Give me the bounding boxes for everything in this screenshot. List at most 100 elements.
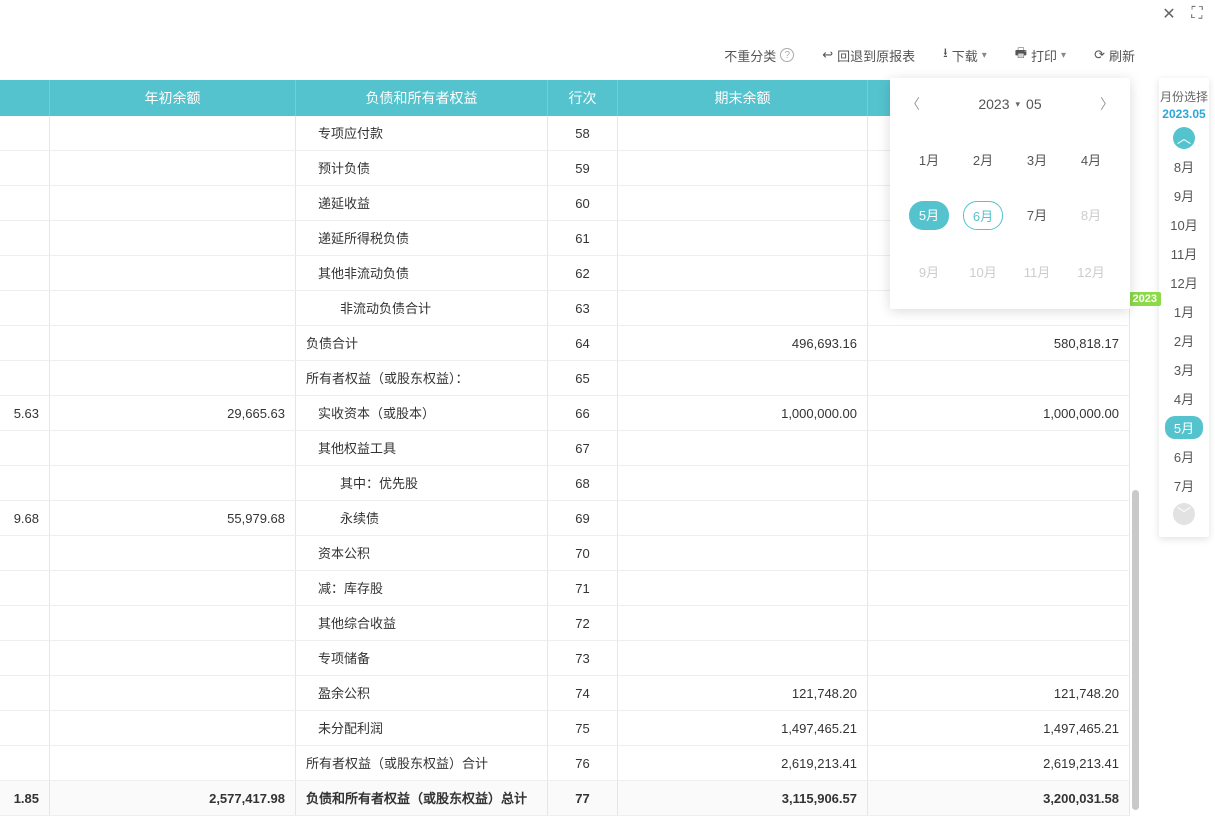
cell-line-no: 69 — [548, 501, 618, 535]
year-month-display[interactable]: 2023 ▾ 05 — [978, 96, 1041, 112]
year-badge: 2023 — [1129, 292, 1161, 306]
refresh-button[interactable]: ⟳ 刷新 — [1094, 46, 1135, 65]
table-row[interactable]: 资本公积70 — [0, 536, 1130, 571]
cell-year-begin: 55,979.68 — [50, 501, 296, 535]
cell-year-begin — [50, 711, 296, 745]
cell-item-name: 其他权益工具 — [296, 431, 548, 465]
print-button[interactable]: 🖶 打印 ▾ — [1015, 44, 1066, 66]
scroll-down-button[interactable]: ﹀ — [1173, 503, 1195, 525]
month-option[interactable]: 2月 — [956, 146, 1010, 173]
sidebar-month-item[interactable]: 2月 — [1159, 329, 1209, 352]
cell-partial — [0, 571, 50, 605]
month-option[interactable]: 5月 — [909, 201, 949, 230]
cell-partial — [0, 431, 50, 465]
cell-period-end — [618, 291, 868, 325]
cell-item-name: 递延所得税负债 — [296, 221, 548, 255]
scrollbar-thumb[interactable] — [1132, 490, 1139, 810]
cell-period-end: 496,693.16 — [618, 326, 868, 360]
cell-line-no: 70 — [548, 536, 618, 570]
sidebar-month-item[interactable]: 10月 — [1159, 213, 1209, 236]
cell-year-begin — [50, 221, 296, 255]
cell-year-begin — [50, 536, 296, 570]
cell-item-name: 盈余公积 — [296, 676, 548, 710]
cell-item-name: 专项储备 — [296, 641, 548, 675]
cell-year-begin: 29,665.63 — [50, 396, 296, 430]
month-option[interactable]: 4月 — [1064, 146, 1118, 173]
table-row[interactable]: 盈余公积74121,748.20121,748.20 — [0, 676, 1130, 711]
cell-last — [868, 606, 1130, 640]
toolbar: 不重分类 ? ↩ 回退到原报表 ⭳ 下载 ▾ 🖶 打印 ▾ ⟳ 刷新 — [724, 44, 1135, 66]
cell-partial — [0, 291, 50, 325]
month-option[interactable]: 3月 — [1010, 146, 1064, 173]
cell-line-no: 71 — [548, 571, 618, 605]
th-line-no: 行次 — [548, 80, 618, 116]
download-label: 下载 — [952, 46, 978, 65]
help-icon[interactable]: ? — [780, 48, 794, 62]
expand-icon[interactable]: ⛶ — [1187, 4, 1207, 24]
cell-last — [868, 501, 1130, 535]
next-year-button[interactable]: 〉 — [1100, 94, 1114, 114]
table-row[interactable]: 9.6855,979.68永续债69 — [0, 501, 1130, 536]
sidebar-month-item[interactable]: 12月 — [1159, 271, 1209, 294]
cell-period-end — [618, 536, 868, 570]
cell-item-name: 实收资本（或股本） — [296, 396, 548, 430]
scroll-up-button[interactable]: ︿ — [1173, 127, 1195, 149]
table-row[interactable]: 所有者权益（或股东权益）合计762,619,213.412,619,213.41 — [0, 746, 1130, 781]
cell-line-no: 64 — [548, 326, 618, 360]
cell-partial — [0, 256, 50, 290]
month-picker-popup: 〈 2023 ▾ 05 〉 1月2月3月4月5月6月7月8月9月10月11月12… — [890, 78, 1130, 309]
sidebar-month-item[interactable]: 11月 — [1159, 242, 1209, 265]
close-icon[interactable]: ✕ — [1159, 4, 1179, 24]
sidebar-month-item[interactable]: 9月 — [1159, 184, 1209, 207]
month-option[interactable]: 6月 — [963, 201, 1003, 230]
picker-month: 05 — [1026, 96, 1042, 112]
table-row[interactable]: 减：库存股71 — [0, 571, 1130, 606]
cell-period-end — [618, 256, 868, 290]
cell-item-name: 非流动负债合计 — [296, 291, 548, 325]
no-reclassify-toggle[interactable]: 不重分类 ? — [724, 46, 794, 65]
month-option[interactable]: 1月 — [902, 146, 956, 173]
table-row[interactable]: 其中：优先股68 — [0, 466, 1130, 501]
table-row[interactable]: 其他综合收益72 — [0, 606, 1130, 641]
cell-year-begin — [50, 116, 296, 150]
cell-partial: 1.85 — [0, 781, 50, 815]
sidebar-month-item[interactable]: 5月 — [1165, 416, 1203, 439]
sidebar-month-item[interactable]: 8月 — [1159, 155, 1209, 178]
sidebar-month-item[interactable]: 4月 — [1159, 387, 1209, 410]
cell-period-end — [618, 571, 868, 605]
cell-partial — [0, 641, 50, 675]
table-row[interactable]: 所有者权益（或股东权益）：65 — [0, 361, 1130, 396]
sidebar-month-item[interactable]: 7月 — [1159, 474, 1209, 497]
month-option: 11月 — [1010, 258, 1064, 285]
cell-item-name: 资本公积 — [296, 536, 548, 570]
table-row[interactable]: 其他权益工具67 — [0, 431, 1130, 466]
table-row[interactable]: 未分配利润751,497,465.211,497,465.21 — [0, 711, 1130, 746]
prev-year-button[interactable]: 〈 — [906, 94, 920, 114]
cell-line-no: 72 — [548, 606, 618, 640]
no-reclassify-label: 不重分类 — [724, 46, 776, 65]
cell-last: 580,818.17 — [868, 326, 1130, 360]
cell-item-name: 负债合计 — [296, 326, 548, 360]
table-row[interactable]: 1.852,577,417.98负债和所有者权益（或股东权益）总计773,115… — [0, 781, 1130, 816]
sidebar-month-item[interactable]: 1月 — [1159, 300, 1209, 323]
cell-last — [868, 536, 1130, 570]
cell-year-begin — [50, 291, 296, 325]
print-label: 打印 — [1031, 46, 1057, 65]
table-row[interactable]: 专项储备73 — [0, 641, 1130, 676]
sidebar-month-item[interactable]: 6月 — [1159, 445, 1209, 468]
cell-line-no: 75 — [548, 711, 618, 745]
table-row[interactable]: 负债合计64496,693.16580,818.17 — [0, 326, 1130, 361]
cell-line-no: 61 — [548, 221, 618, 255]
picker-year: 2023 — [978, 96, 1009, 112]
table-row[interactable]: 5.6329,665.63实收资本（或股本）661,000,000.001,00… — [0, 396, 1130, 431]
cell-period-end — [618, 431, 868, 465]
cell-item-name: 所有者权益（或股东权益）： — [296, 361, 548, 395]
cell-partial — [0, 361, 50, 395]
cell-partial — [0, 711, 50, 745]
th-blank — [0, 80, 50, 116]
cell-last: 3,200,031.58 — [868, 781, 1130, 815]
month-option[interactable]: 7月 — [1010, 201, 1064, 230]
revert-button[interactable]: ↩ 回退到原报表 — [822, 46, 915, 65]
download-button[interactable]: ⭳ 下载 ▾ — [943, 44, 987, 66]
sidebar-month-item[interactable]: 3月 — [1159, 358, 1209, 381]
